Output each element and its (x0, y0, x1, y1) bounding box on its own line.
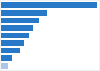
Bar (1, 33, 29, 38)
Bar (1, 48, 20, 53)
Bar (1, 56, 12, 61)
Bar (1, 40, 24, 46)
Bar (1, 10, 47, 15)
Bar (1, 63, 8, 69)
Bar (1, 18, 39, 23)
Bar (1, 25, 33, 31)
Bar (1, 2, 97, 8)
